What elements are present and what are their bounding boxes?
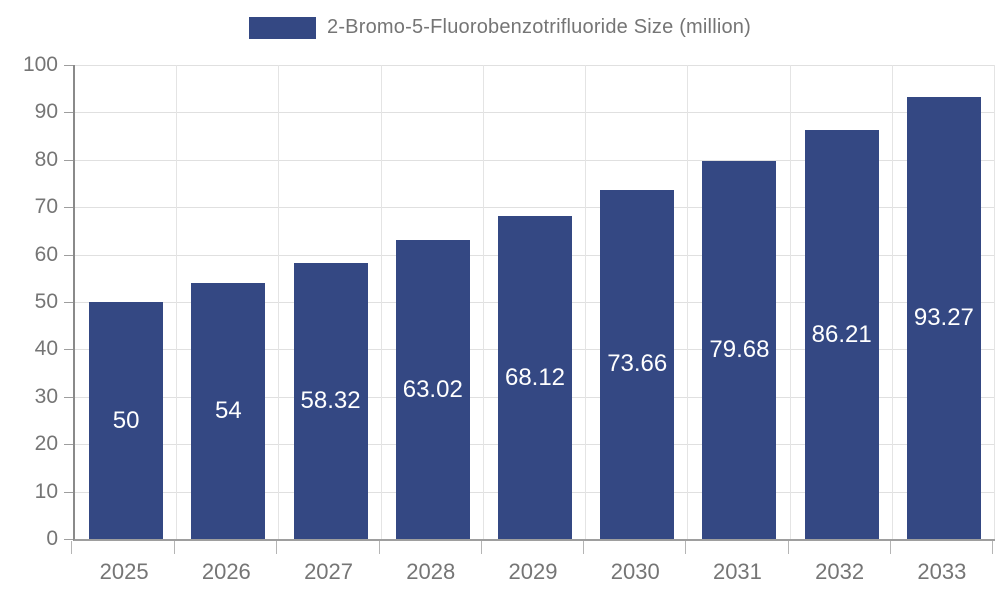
y-axis-label: 20 (34, 432, 58, 456)
y-axis-label: 90 (34, 100, 58, 124)
y-axis-tick (64, 444, 73, 446)
bar[interactable]: 79.68 (702, 161, 777, 539)
legend-swatch (249, 16, 316, 39)
y-axis-tick (64, 302, 73, 303)
y-axis-label: 100 (22, 53, 58, 76)
y-axis-tick (64, 65, 73, 66)
plot-area: 50 54 58.32 63.02 68.12 73.66 79.68 86.21 93.27 (73, 65, 995, 541)
x-axis-tick (787, 541, 789, 554)
y-axis-tick (64, 159, 73, 161)
x-axis-tick (276, 541, 278, 554)
bar[interactable]: 58.32 (293, 262, 368, 539)
y-axis-tick (64, 254, 73, 256)
legend[interactable]: 2-Bromo-5-Fluorobenzotrifluoride Size (m… (0, 16, 1000, 39)
bar-value-label: 86.21 (811, 320, 872, 348)
y-axis-label: 0 (46, 527, 58, 550)
gridline-vertical (687, 65, 689, 539)
x-axis-label: 2030 (610, 559, 660, 584)
bar[interactable]: 63.02 (395, 240, 470, 539)
bar[interactable]: 73.66 (600, 189, 675, 539)
bar-value-label: 50 (112, 406, 140, 434)
x-axis-tick (480, 541, 482, 554)
x-axis-label: 2027 (304, 559, 354, 584)
bar[interactable]: 86.21 (804, 130, 879, 539)
y-axis-tick (64, 349, 73, 351)
x-axis-label: 2033 (917, 559, 967, 584)
x-axis-tick (889, 541, 891, 554)
bar-value-label: 54 (214, 397, 242, 425)
gridline-vertical (891, 65, 893, 539)
y-axis-tick (64, 112, 73, 114)
gridline-horizontal (75, 65, 995, 66)
bar-value-label: 79.68 (709, 336, 770, 364)
x-axis-tick (378, 541, 380, 554)
y-axis-label: 10 (34, 479, 58, 503)
gridline-vertical (482, 65, 484, 539)
x-axis-label: 2028 (406, 559, 456, 584)
y-axis-tick (64, 207, 73, 209)
x-axis-label: 2031 (712, 559, 762, 584)
x-axis-label: 2025 (99, 559, 149, 584)
bar-value-label: 58.32 (300, 386, 361, 414)
x-axis-tick (583, 541, 585, 554)
bar-value-label: 63.02 (402, 375, 463, 403)
bar[interactable]: 93.27 (906, 96, 981, 539)
gridline-vertical (278, 65, 280, 539)
bar-value-label: 93.27 (913, 303, 974, 331)
y-axis-tick (64, 539, 73, 540)
gridline-vertical (789, 65, 791, 539)
gridline-vertical (994, 65, 995, 539)
x-axis-label: 2026 (201, 559, 251, 584)
gridline-vertical (585, 65, 587, 539)
y-axis-label: 80 (34, 147, 58, 171)
y-axis-tick (64, 396, 73, 398)
y-axis-label: 60 (34, 242, 58, 266)
gridline-horizontal (75, 207, 995, 209)
x-axis-tick (71, 541, 72, 554)
bar[interactable]: 50 (89, 302, 164, 539)
gridline-horizontal (75, 159, 995, 161)
x-axis-label: 2029 (508, 559, 558, 584)
y-axis-label: 30 (34, 384, 58, 408)
x-axis-tick (992, 541, 993, 554)
y-axis-label: 50 (34, 290, 58, 313)
gridline-vertical (176, 65, 178, 539)
bar-value-label: 68.12 (504, 363, 566, 391)
x-axis-tick (685, 541, 687, 554)
bar[interactable]: 54 (191, 283, 266, 539)
x-axis-label: 2032 (815, 559, 865, 584)
y-axis-tick (64, 491, 73, 493)
legend-label: 2-Bromo-5-Fluorobenzotrifluoride Size (m… (327, 16, 751, 38)
bar-value-label: 73.66 (607, 350, 668, 378)
y-axis-label: 40 (34, 337, 58, 361)
gridline-horizontal (75, 112, 995, 114)
y-axis-label: 70 (34, 195, 58, 219)
bar[interactable]: 68.12 (498, 216, 572, 539)
x-axis-tick (174, 541, 176, 554)
gridline-vertical (380, 65, 382, 539)
